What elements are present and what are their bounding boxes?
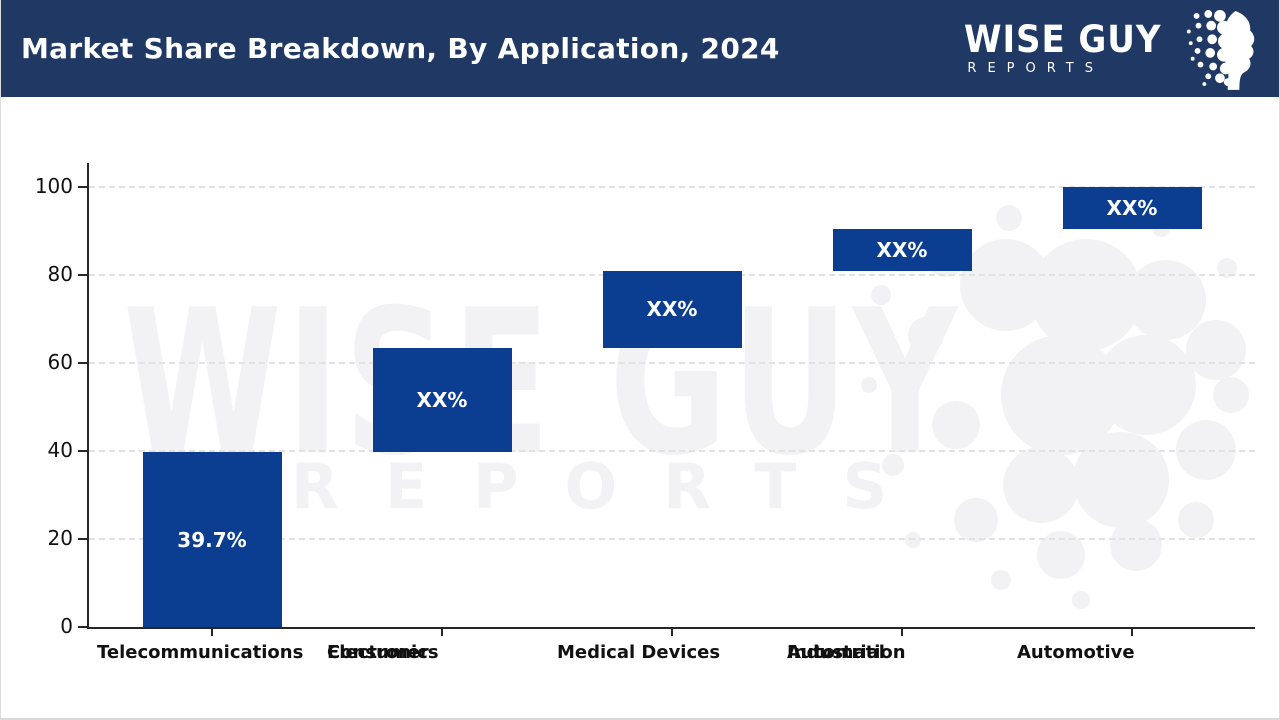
y-tick-mark (78, 274, 88, 276)
y-tick-label: 20 (47, 526, 73, 550)
bar-value-label: XX% (416, 387, 468, 412)
chart-title: Market Share Breakdown, By Application, … (21, 32, 780, 65)
gridline (89, 538, 1255, 540)
y-tick-mark (78, 626, 88, 628)
x-tick-label-line: Automation (787, 642, 906, 663)
bar-consumer-electronics: XX% (372, 347, 512, 453)
gridline (89, 362, 1255, 364)
watermark-subtext: REPORTS (291, 450, 933, 523)
logo-subtext: REPORTS (967, 60, 1105, 76)
gridline (89, 450, 1255, 452)
bar-value-label: XX% (646, 297, 698, 322)
y-tick-label: 80 (47, 262, 73, 286)
y-tick-label: 0 (60, 614, 73, 638)
x-tick-mark (441, 629, 443, 636)
y-tick-mark (78, 538, 88, 540)
y-tick-mark (78, 362, 88, 364)
y-tick-mark (78, 450, 88, 452)
x-tick-mark (211, 629, 213, 636)
x-tick-label-line: Telecommunications (97, 642, 304, 663)
x-tick-mark (901, 629, 903, 636)
logo-wordmark: WISE GUY (964, 17, 1162, 61)
bar-telecommunications: 39.7% (142, 452, 282, 627)
x-tick-mark (671, 629, 673, 636)
y-axis (87, 163, 89, 629)
x-tick-mark (1131, 629, 1133, 636)
x-tick-label-line: Automotive (1017, 642, 1135, 663)
bar-medical-devices: XX% (602, 270, 742, 348)
bar-value-label: XX% (876, 237, 928, 262)
bar-automotive: XX% (1062, 187, 1202, 229)
bar-value-label: 39.7% (177, 527, 247, 552)
wiseguy-logo-text: WISE GUY REPORTS (964, 17, 1179, 76)
gridline (89, 186, 1255, 188)
wiseguy-face-logo-icon (1186, 9, 1255, 90)
y-tick-label: 100 (34, 174, 73, 198)
x-tick-label-line: Industrial (787, 642, 885, 663)
bar-industrial-automation: XX% (832, 228, 972, 271)
title-bar: Market Share Breakdown, By Application, … (1, 0, 1279, 97)
y-tick-mark (78, 186, 88, 188)
bar-value-label: XX% (1106, 195, 1158, 220)
x-tick-label-line: Electronics (327, 642, 439, 663)
x-tick-label-line: Consumer (327, 642, 429, 663)
x-tick-label-line: Medical Devices (557, 642, 721, 663)
y-tick-label: 40 (47, 438, 73, 462)
y-tick-label: 60 (47, 350, 73, 374)
x-axis (87, 627, 1255, 629)
wiseguy-logo: WISE GUY REPORTS (964, 8, 1255, 90)
